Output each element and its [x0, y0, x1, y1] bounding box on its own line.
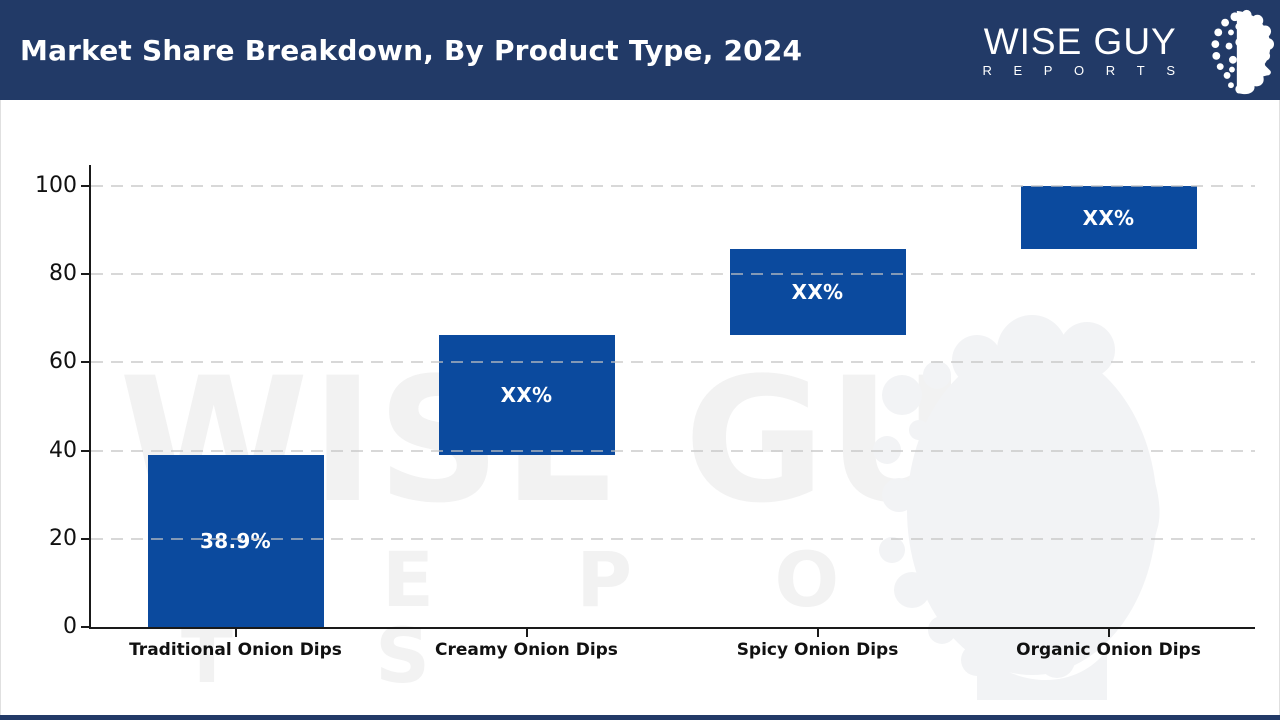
y-tick-label: 80: [49, 261, 77, 287]
y-tick-label: 60: [49, 349, 77, 375]
y-tick-mark: [81, 361, 89, 364]
brand-logo-text: WISE GUY R E P O R T S: [976, 23, 1184, 78]
bar-value-label: 38.9%: [200, 529, 271, 554]
x-tick-mark: [1107, 629, 1110, 637]
x-axis-line: [89, 627, 1255, 629]
bar-value-label: XX%: [1082, 205, 1135, 230]
x-category-label: Organic Onion Dips: [1016, 640, 1201, 660]
gridline-40: [91, 449, 1255, 452]
gridline-80: [91, 273, 1255, 276]
y-tick-label: 40: [49, 437, 77, 463]
y-tick-mark: [81, 537, 89, 540]
bar-spicy-onion-dips: XX%: [729, 249, 906, 336]
y-axis-line: [89, 165, 91, 629]
page-title: Market Share Breakdown, By Product Type,…: [20, 33, 803, 67]
watermark-reports: R E P O R T S: [181, 535, 1099, 700]
bar-value-label: XX%: [500, 383, 553, 408]
x-tick-mark: [234, 629, 237, 637]
bar-organic-onion-dips: XX%: [1020, 186, 1197, 250]
brand-logo: WISE GUY R E P O R T S: [976, 4, 1274, 96]
gridline-20: [91, 537, 1255, 540]
x-category-label: Traditional Onion Dips: [129, 640, 342, 660]
brand-head-icon: [1211, 9, 1274, 95]
bar-creamy-onion-dips: XX%: [438, 335, 615, 456]
bar-traditional-onion-dips: 38.9%: [147, 455, 324, 627]
chart-area: WISE GUY R E P O R T S 38.9% XX% XX% XX% Tr…: [0, 100, 1280, 715]
gridline-60: [91, 361, 1255, 364]
gridline-100: [91, 185, 1255, 187]
bar-value-label: XX%: [791, 280, 844, 305]
y-tick-mark: [81, 273, 89, 276]
y-tick-label: 100: [35, 173, 77, 198]
y-tick-mark: [81, 449, 89, 452]
footer-bar: [0, 715, 1280, 720]
x-tick-mark: [816, 629, 819, 637]
y-tick-label: 0: [63, 614, 77, 639]
header-banner: Market Share Breakdown, By Product Type,…: [0, 0, 1280, 100]
y-tick-mark: [81, 185, 89, 187]
y-tick-label: 20: [49, 525, 77, 551]
x-tick-mark: [525, 629, 528, 637]
brand-wordmark: WISE GUY: [983, 20, 1177, 62]
brand-reports-label: R E P O R T S: [982, 62, 1184, 78]
y-tick-mark: [81, 626, 89, 628]
x-category-label: Creamy Onion Dips: [435, 640, 618, 660]
x-category-label: Spicy Onion Dips: [736, 640, 899, 660]
